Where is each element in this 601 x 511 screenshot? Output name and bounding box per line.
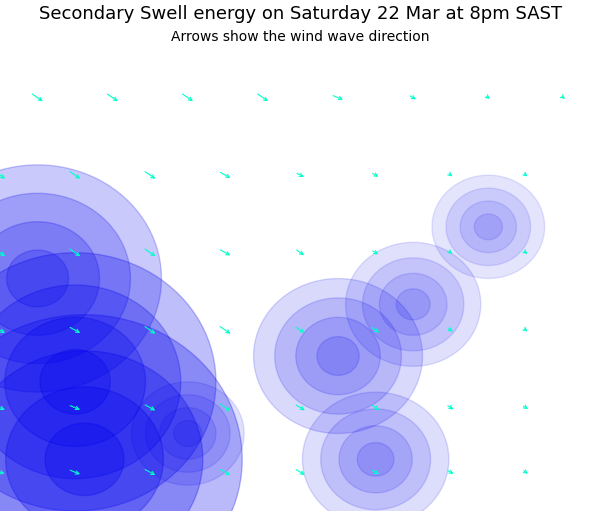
Polygon shape [396,289,430,320]
Polygon shape [45,423,124,496]
Polygon shape [132,382,244,485]
Polygon shape [0,165,162,392]
Polygon shape [174,421,202,447]
Polygon shape [160,408,216,459]
Polygon shape [296,317,380,394]
Polygon shape [0,285,181,479]
Polygon shape [0,252,216,511]
Polygon shape [5,387,163,511]
Polygon shape [321,409,430,509]
Polygon shape [474,214,502,240]
Polygon shape [7,250,69,307]
Polygon shape [0,222,100,335]
Polygon shape [379,273,447,335]
Polygon shape [446,188,531,266]
Polygon shape [339,426,412,493]
Polygon shape [40,350,111,414]
Polygon shape [5,317,145,447]
Polygon shape [346,242,481,366]
Polygon shape [145,395,230,472]
Polygon shape [302,392,449,511]
Text: Arrows show the wind wave direction: Arrows show the wind wave direction [171,30,430,44]
Polygon shape [432,175,545,278]
Polygon shape [358,443,394,476]
Polygon shape [0,351,203,511]
Polygon shape [275,298,401,414]
Polygon shape [460,201,516,252]
Text: Secondary Swell energy on Saturday 22 Mar at 8pm SAST: Secondary Swell energy on Saturday 22 Ma… [39,5,562,23]
Polygon shape [317,337,359,376]
Polygon shape [362,258,464,351]
Polygon shape [254,278,423,433]
Polygon shape [0,315,242,511]
Polygon shape [0,193,130,364]
